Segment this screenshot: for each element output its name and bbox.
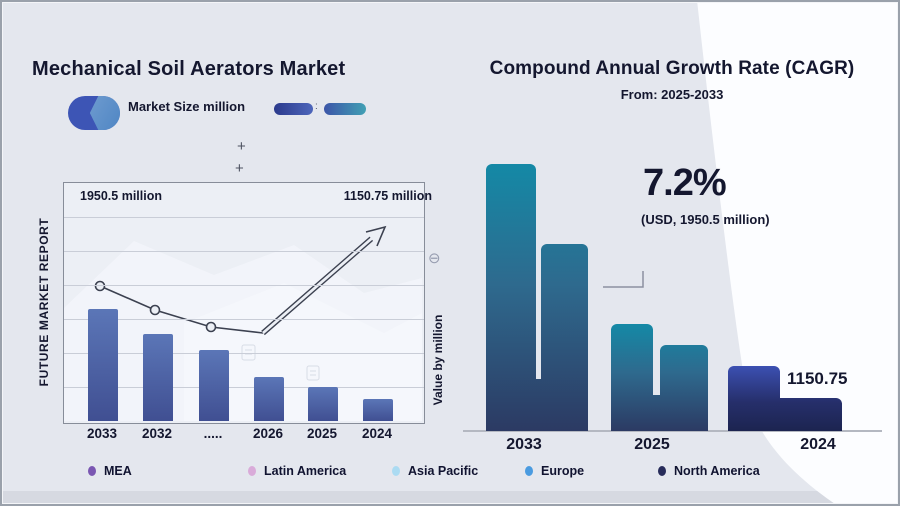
bar-join [536,379,541,431]
legend-label: Europe [541,464,585,478]
legend-marker-icon [392,466,400,476]
right-chart-axis-line [463,430,882,432]
bar-2025 [308,387,338,421]
legend-label: MEA [104,464,132,478]
pill-decoration-left [274,103,313,115]
y-axis-label: Value by million [431,314,445,406]
trend-line-arrow [94,225,387,336]
pill-colon: : [315,101,318,112]
cagr-bar-2033-2 [541,244,588,431]
legend-marker-icon [248,466,256,476]
legend-marker-icon [88,466,96,476]
x-label-2032: 2032 [141,426,173,441]
grid-line [64,285,424,286]
x-label-2033: 2033 [86,426,118,441]
grid-line [64,217,424,218]
value-label-2024: 1150.75 [787,369,848,388]
watermark-future-market-report: FUTURE MARKET REPORT [37,217,51,387]
bar-2032 [143,334,173,421]
x-label-.....: ..... [203,426,223,441]
legend-label: Latin America [264,464,347,478]
grid-line [64,319,424,320]
cagr-subtitle: From: 2025-2033 [620,87,724,102]
cagr-bar-2025-2 [660,345,708,431]
cylinder-icon [68,96,120,130]
legend-label: North America [674,464,760,478]
bottom-strip-decoration [0,491,900,504]
market-size-label: Market Size million [128,99,246,114]
market-size-chart: 1950.5 million 1150.75 million [63,182,432,424]
x-label-2024: 2024 [361,426,393,441]
plus-icon: + [237,138,246,155]
circled-minus-icon: ⊖ [428,250,441,267]
start-value-label: 1950.5 million [80,189,162,203]
cagr-value: 7.2% [643,162,727,204]
plus-icon: + [235,160,244,177]
bar-2024 [363,399,393,421]
right-header: Compound Annual Growth Rate (CAGR) From:… [472,58,872,102]
grid-line [64,251,424,252]
legend-item-asia-pacific: Asia Pacific [392,464,478,478]
page-title: Mechanical Soil Aerators Market [32,58,346,80]
bar-2033 [88,309,118,421]
x-label-2033: 2033 [506,436,542,453]
legend-item-latin-america: Latin America [248,464,346,478]
x-label-2024: 2024 [800,436,836,453]
cagr-bar-2024-2 [780,398,842,431]
legend-item-north-america: North America [658,464,760,478]
cagr-detail: (USD, 1950.5 million) [641,212,770,227]
legend-marker-icon [658,466,666,476]
cagr-bar-2025-1 [611,324,653,431]
grid-line [64,353,424,354]
x-label-2025: 2025 [306,426,338,441]
bar-..... [199,350,229,421]
cagr-bar-2024-1 [728,366,780,431]
grid-line [64,387,424,388]
x-label-2025: 2025 [634,436,670,453]
left-chart-x-axis: 2033 2032..... 2026 2025 2024 [63,426,423,444]
pill-decoration-right [324,103,366,115]
corner-bracket-decoration [603,271,644,288]
legend-item-mea: MEA [88,464,132,478]
legend-item-europe: Europe [525,464,584,478]
bar-2026 [254,377,284,421]
x-label-2026: 2026 [252,426,284,441]
end-value-label: 1150.75 million [343,189,432,203]
legend-marker-icon [525,466,533,476]
legend-label: Asia Pacific [408,464,479,478]
bar-join [653,395,660,431]
cagr-bar-2033-1 [486,164,536,431]
cagr-title: Compound Annual Growth Rate (CAGR) [489,58,855,79]
